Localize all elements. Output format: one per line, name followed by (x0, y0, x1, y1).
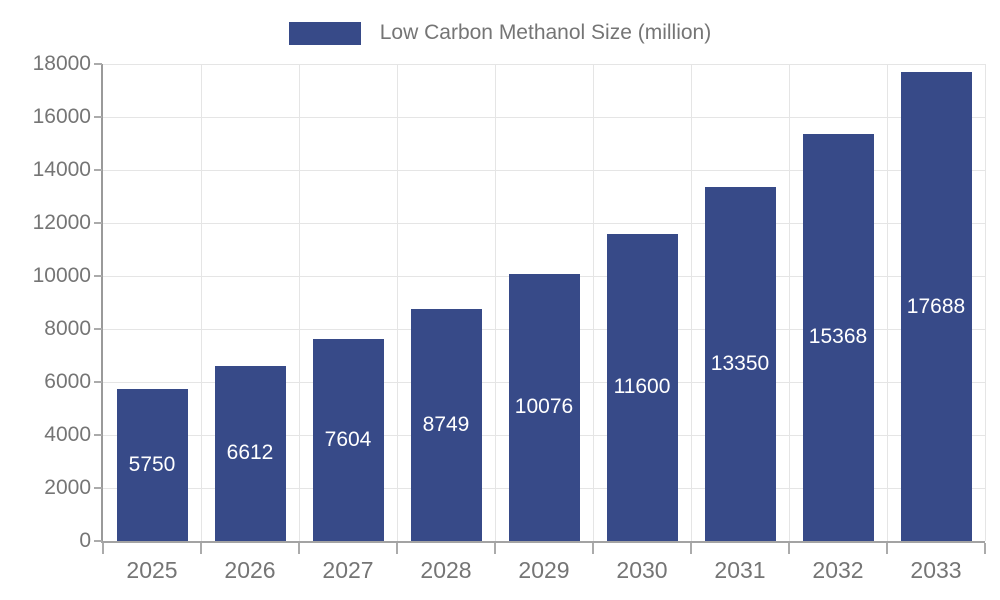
x-axis-tick (298, 543, 300, 554)
legend-label: Low Carbon Methanol Size (million) (379, 21, 712, 44)
y-axis-tick (94, 487, 102, 489)
x-axis-tick-label: 2028 (420, 557, 472, 583)
bar-value-label: 8749 (422, 413, 470, 437)
bar-2032: 15368 (802, 133, 874, 541)
bar-2028: 8749 (410, 309, 482, 541)
gridline-v (298, 64, 300, 541)
y-axis-tick-label: 6000 (44, 370, 91, 393)
y-axis-line (101, 64, 103, 543)
y-axis-tick-label: 4000 (44, 423, 91, 446)
gridline-v (788, 64, 790, 541)
x-axis-tick-label: 2030 (616, 557, 668, 583)
bar-2027: 7604 (312, 339, 384, 541)
y-axis-tick-label: 12000 (32, 211, 91, 234)
gridline-v (396, 64, 398, 541)
x-axis-line (101, 541, 985, 543)
y-axis-tick (94, 434, 102, 436)
x-axis-tick (494, 543, 496, 554)
y-axis-tick-label: 16000 (32, 105, 91, 128)
bar-value-label: 6612 (226, 441, 274, 465)
x-axis-tick-label: 2027 (322, 557, 374, 583)
gridline-v (984, 64, 986, 541)
gridline-h (103, 169, 985, 171)
x-axis-tick (886, 543, 888, 554)
y-axis-tick (94, 381, 102, 383)
bar-value-label: 5750 (128, 452, 176, 476)
x-axis-tick-label: 2032 (812, 557, 864, 583)
gridline-v (200, 64, 202, 541)
bar-value-label: 11600 (613, 375, 671, 399)
x-axis-tick-label: 2026 (224, 557, 276, 583)
y-axis-tick-label: 8000 (44, 317, 91, 340)
x-axis-tick (984, 543, 986, 554)
y-axis-tick (94, 222, 102, 224)
legend-swatch (288, 21, 361, 45)
y-axis-tick-label: 10000 (32, 264, 91, 287)
bar-value-label: 17688 (906, 294, 966, 318)
x-axis-tick (200, 543, 202, 554)
gridline-v (494, 64, 496, 541)
y-axis-tick (94, 63, 102, 65)
y-axis-tick (94, 328, 102, 330)
y-axis-tick (94, 540, 102, 542)
bar-2025: 5750 (116, 388, 188, 541)
x-axis-tick-label: 2033 (910, 557, 962, 583)
y-axis-tick (94, 275, 102, 277)
bar-value-label: 15368 (808, 325, 868, 349)
x-axis-tick (690, 543, 692, 554)
x-axis-tick (592, 543, 594, 554)
y-axis-tick (94, 116, 102, 118)
x-axis-tick-label: 2031 (714, 557, 766, 583)
bar-2030: 11600 (606, 233, 678, 541)
bar-value-label: 10076 (514, 395, 574, 419)
legend[interactable]: Low Carbon Methanol Size (million) (0, 21, 1000, 45)
gridline-v (592, 64, 594, 541)
x-axis-tick-label: 2029 (518, 557, 570, 583)
bar-value-label: 13350 (710, 352, 770, 376)
y-axis-tick-label: 0 (79, 529, 91, 552)
gridline-h (103, 222, 985, 224)
gridline-v (690, 64, 692, 541)
bar-2033: 17688 (900, 72, 972, 541)
bar-value-label: 7604 (324, 428, 372, 452)
bar-2026: 6612 (214, 365, 286, 541)
x-axis-tick (788, 543, 790, 554)
y-axis-tick-label: 18000 (32, 52, 91, 75)
bar-2031: 13350 (704, 187, 776, 541)
y-axis-tick-label: 2000 (44, 476, 91, 499)
x-axis-tick (396, 543, 398, 554)
gridline-h (103, 63, 985, 65)
x-axis-tick-label: 2025 (126, 557, 178, 583)
bar-2029: 10076 (508, 273, 580, 541)
gridline-v (886, 64, 888, 541)
x-axis-tick (102, 543, 104, 554)
gridline-h (103, 116, 985, 118)
y-axis-tick-label: 14000 (32, 158, 91, 181)
y-axis-tick (94, 169, 102, 171)
